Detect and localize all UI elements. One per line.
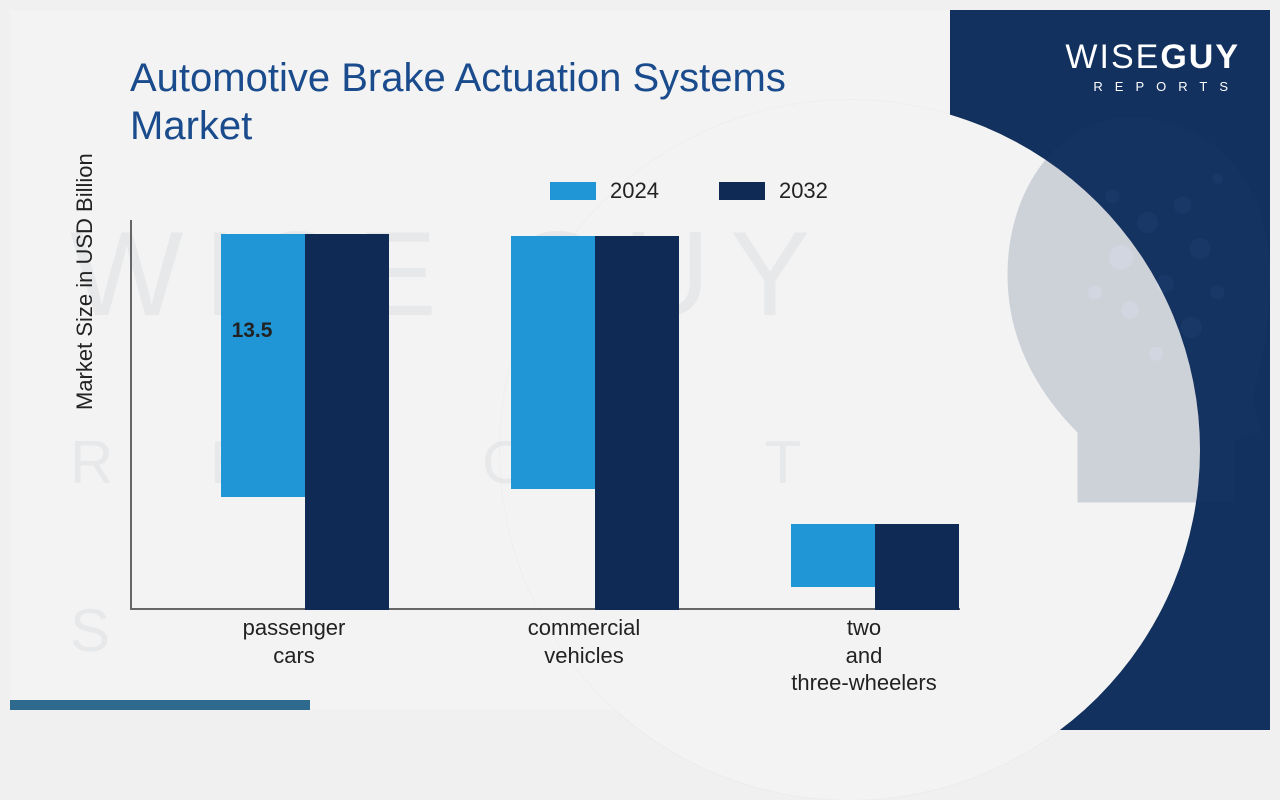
- x-axis-labels: passengercarscommercialvehiclestwoandthr…: [130, 614, 960, 704]
- brand-logo: WISEGUY REPORTS: [1065, 38, 1240, 94]
- legend-label-2032: 2032: [779, 178, 828, 204]
- value-label: 13.5: [232, 319, 273, 347]
- bar-commercial-2024: [511, 236, 595, 490]
- legend-item-2024: 2024: [550, 178, 659, 204]
- x-label-twothree: twoandthree-wheelers: [754, 614, 974, 697]
- brand-word-2: GUY: [1160, 38, 1240, 76]
- brand-subline: REPORTS: [1065, 79, 1240, 94]
- legend-label-2024: 2024: [610, 178, 659, 204]
- bar-group-commercial: [500, 236, 690, 610]
- legend: 2024 2032: [550, 178, 828, 204]
- chart-title: Automotive Brake Actuation Systems Marke…: [130, 54, 850, 150]
- brand-word-1: WISE: [1065, 38, 1160, 76]
- legend-swatch-2024: [550, 182, 596, 200]
- x-label-passenger: passengercars: [184, 614, 404, 669]
- bar-passenger-2024: [221, 234, 305, 497]
- legend-swatch-2032: [719, 182, 765, 200]
- x-label-commercial: commercialvehicles: [474, 614, 694, 669]
- bar-passenger-2032: [305, 234, 389, 610]
- bar-twothree-2032: [875, 524, 959, 610]
- legend-item-2032: 2032: [719, 178, 828, 204]
- y-axis-label: Market Size in USD Billion: [72, 153, 98, 410]
- bar-group-passenger: [210, 234, 400, 610]
- y-axis: [130, 220, 132, 610]
- plot-area: 13.5: [130, 220, 960, 610]
- bar-group-twothree: [780, 524, 970, 610]
- accent-bar: [10, 700, 310, 710]
- bar-twothree-2024: [791, 524, 875, 586]
- chart-canvas: WISEGUY REPORTS WISE GUYR E P O R T S Au…: [10, 10, 1270, 710]
- bar-commercial-2032: [595, 236, 679, 610]
